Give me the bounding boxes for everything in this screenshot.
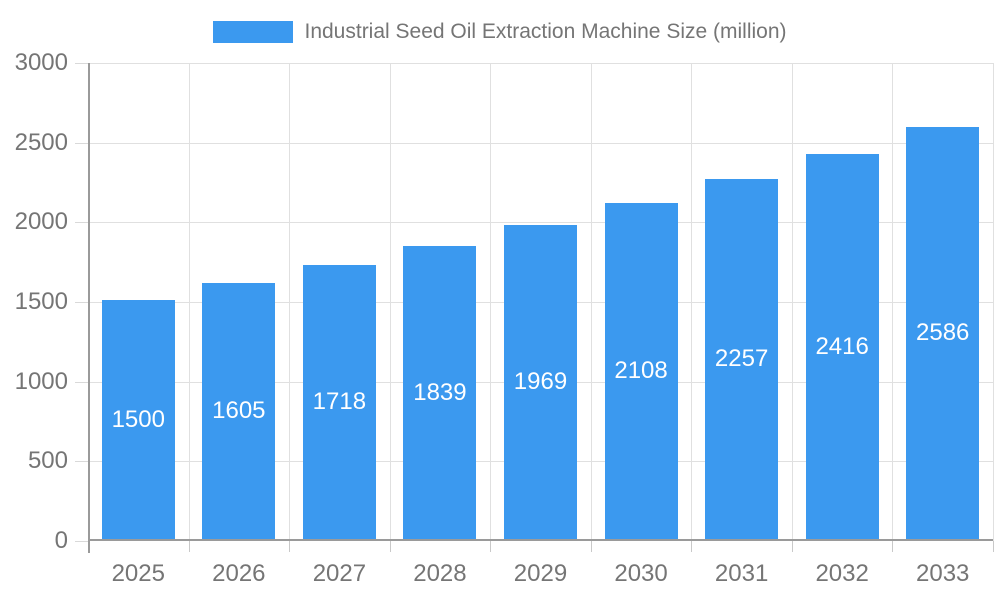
bar-value-label: 2416	[815, 332, 869, 360]
bar-value-label: 2586	[916, 318, 970, 346]
gridline-vertical	[791, 63, 793, 541]
plot-area: 0 500 1000 1500 2000 2500 3000 1500 2025 1605 2026…	[15, 51, 994, 586]
gridline-horizontal	[88, 222, 993, 224]
y-axis-tick	[75, 302, 88, 303]
y-axis-label: 1500	[14, 288, 68, 315]
gridline-vertical	[188, 63, 190, 541]
x-axis-label: 2028	[413, 560, 467, 587]
gridline-vertical	[289, 63, 291, 541]
bar: 2586	[906, 126, 980, 539]
x-axis-line	[88, 539, 993, 541]
bar: 2257	[705, 179, 779, 539]
x-axis-label: 2029	[513, 560, 568, 587]
x-axis-tick	[490, 541, 492, 552]
gridline-vertical	[691, 63, 693, 541]
bar-value-label: 1718	[312, 388, 367, 416]
bar: 1605	[202, 283, 276, 539]
x-axis-label: 2033	[916, 560, 970, 587]
x-axis-label: 2026	[212, 560, 266, 587]
y-axis-label: 1000	[14, 367, 68, 395]
y-axis-tick	[75, 541, 88, 542]
y-axis-label: 0	[54, 527, 68, 554]
y-axis-tick	[75, 63, 88, 64]
legend: Industrial Seed Oil Extraction Machine S…	[0, 18, 1000, 45]
x-axis-label: 2032	[815, 560, 869, 587]
y-axis-label: 2500	[14, 128, 68, 156]
bar-value-label: 1839	[413, 378, 467, 406]
x-axis-label: 2031	[714, 560, 769, 587]
bar: 2416	[805, 154, 879, 539]
y-axis-label: 2000	[14, 208, 68, 236]
gridline-vertical	[389, 63, 391, 541]
x-axis-label: 2027	[312, 560, 367, 587]
y-axis-line	[88, 63, 90, 553]
x-axis-tick	[188, 541, 190, 552]
y-axis-tick	[75, 222, 88, 224]
bar: 1969	[504, 225, 577, 539]
legend-label: Industrial Seed Oil Extraction Machine S…	[304, 20, 787, 43]
x-axis-tick	[691, 541, 693, 552]
x-axis-tick	[590, 541, 592, 552]
bar-value-label: 1605	[212, 397, 266, 425]
x-axis-label: 2030	[614, 560, 668, 587]
bar-value-label: 1500	[111, 405, 165, 433]
y-axis-tick	[75, 142, 88, 144]
gridline-vertical	[590, 63, 592, 541]
gridline-horizontal	[88, 63, 993, 64]
gridline-horizontal	[88, 142, 993, 144]
bar: 1839	[403, 246, 477, 539]
x-axis-tick	[892, 541, 894, 552]
y-axis-label: 500	[27, 447, 68, 475]
x-axis-label: 2025	[111, 560, 165, 587]
x-axis-tick	[389, 541, 391, 552]
x-axis-tick	[791, 541, 793, 552]
gridline-vertical	[892, 63, 894, 541]
bar-value-label: 1969	[513, 368, 568, 396]
bar-value-label: 2108	[614, 357, 668, 385]
x-axis-tick	[993, 541, 994, 552]
y-axis-tick	[75, 461, 88, 463]
y-axis-label: 3000	[14, 49, 68, 76]
legend-swatch	[213, 20, 294, 43]
bar: 1718	[302, 265, 376, 539]
y-axis-tick	[75, 381, 88, 383]
gridline-vertical	[490, 63, 492, 541]
x-axis-tick	[289, 541, 291, 552]
bar-value-label: 2257	[714, 345, 769, 373]
gridline-vertical	[993, 63, 994, 541]
bar: 2108	[604, 203, 678, 539]
bar: 1500	[101, 300, 175, 539]
